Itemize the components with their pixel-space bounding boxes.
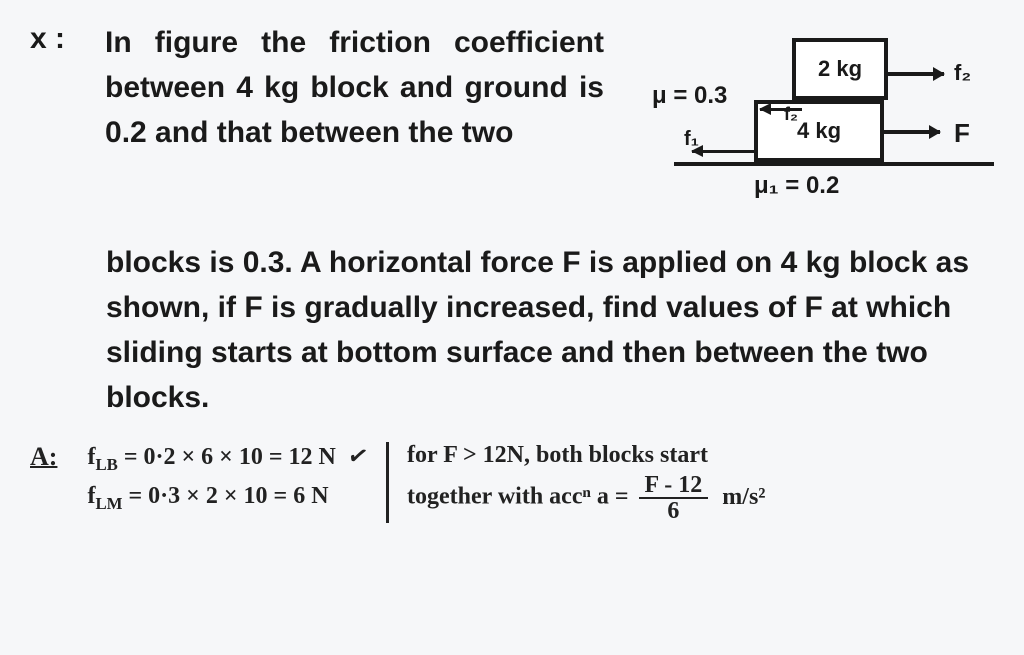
answer-fLM-line: fLM = 0·3 × 2 × 10 = 6 N: [87, 483, 368, 514]
force-F-label: F: [954, 118, 970, 149]
question-marker: x :: [30, 22, 65, 56]
ground-line: [674, 162, 994, 166]
check-icon: ✓: [345, 440, 371, 473]
block-top-2kg: 2 kg: [792, 38, 888, 100]
answer-right-line2: together with accⁿ a = F - 12 6 m/s²: [407, 473, 766, 523]
answer-fLB-line: fLB = 0·2 × 6 × 10 = 12 N ✓: [87, 442, 368, 475]
mu-label: μ = 0.3: [652, 82, 727, 110]
f2-arrow: [888, 72, 944, 76]
handwritten-answer: A: fLB = 0·2 × 6 × 10 = 12 N ✓ fLM = 0·3…: [30, 442, 994, 523]
force-F-arrow: [884, 130, 940, 134]
mu1-label: μ₁ = 0.2: [754, 172, 839, 200]
answer-divider: [386, 442, 389, 523]
fraction-numerator: F - 12: [639, 473, 709, 499]
answer-right-line2-prefix: together with accⁿ a =: [407, 484, 629, 510]
question-top-row: x : In figure the friction coefficient b…: [30, 20, 994, 232]
answer-left-column: fLB = 0·2 × 6 × 10 = 12 N ✓ fLM = 0·3 × …: [87, 442, 368, 523]
fraction: F - 12 6: [639, 473, 709, 523]
physics-diagram: μ = 0.3 2 kg 4 kg f₂ f₂ F f₁ μ: [634, 12, 994, 232]
answer-columns: fLB = 0·2 × 6 × 10 = 12 N ✓ fLM = 0·3 × …: [87, 442, 765, 523]
question-text-part2: blocks is 0.3. A horizontal force F is a…: [106, 240, 994, 420]
block-bottom-label: 4 kg: [797, 118, 841, 144]
f2-reaction-label: f₂: [784, 104, 798, 125]
question-text-wrap: In figure the friction coefficient betwe…: [105, 20, 994, 232]
fraction-denominator: 6: [661, 499, 685, 523]
answer-marker: A:: [30, 442, 57, 472]
answer-right-line1: for F > 12N, both blocks start: [407, 442, 766, 469]
f1-arrow: f₁: [692, 150, 754, 153]
block-top-label: 2 kg: [818, 56, 862, 82]
sub-LB: LB: [95, 455, 117, 474]
unit-ms2: m/s²: [722, 484, 765, 510]
answer-right-column: for F > 12N, both blocks start together …: [407, 442, 766, 523]
f2-label: f₂: [954, 60, 971, 86]
sub-LM: LM: [95, 494, 122, 513]
question-text-part1: In figure the friction coefficient betwe…: [105, 20, 604, 232]
